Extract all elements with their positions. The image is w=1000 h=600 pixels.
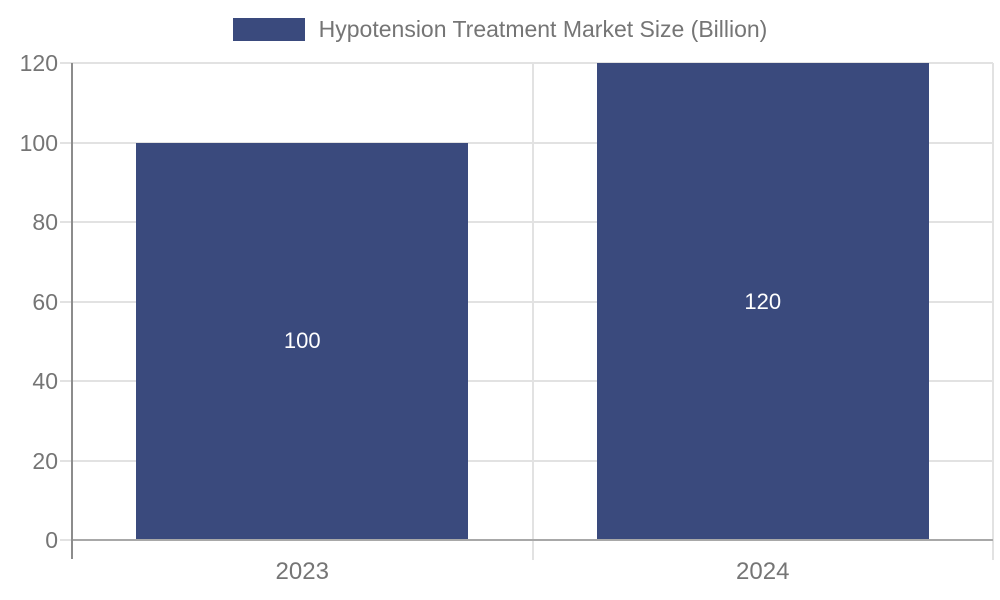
h-gridline [60,62,993,64]
x-tick-label: 2024 [736,558,790,585]
y-tick-label: 40 [32,368,58,394]
h-gridline [60,141,993,144]
h-gridline [60,300,993,303]
y-tick-label: 60 [32,288,58,315]
legend-label: Hypotension Treatment Market Size (Billi… [318,16,768,42]
y-axis-line [71,63,73,559]
x-axis-tick [992,540,994,560]
y-tick-label: 120 [19,50,58,76]
v-gridline [531,63,534,540]
x-tick-label: 2023 [275,558,329,585]
h-gridline [60,221,993,223]
y-tick-label: 80 [32,209,58,235]
y-tick-label: 100 [19,129,58,156]
bar-value-label: 120 [744,288,782,314]
legend-item[interactable]: Hypotension Treatment Market Size (Billi… [232,16,768,44]
v-gridline [992,63,994,540]
y-tick-label: 20 [32,447,58,474]
h-gridline [60,459,993,462]
bar-2023[interactable]: 100 [136,142,469,540]
bar-value-label: 100 [283,328,321,354]
h-gridline [60,380,993,382]
legend-swatch [232,18,305,42]
x-axis-tick [531,540,534,560]
bar-2024[interactable]: 120 [596,63,929,540]
legend: Hypotension Treatment Market Size (Billi… [0,16,1000,44]
y-tick-label: 0 [45,527,58,553]
x-axis-line [72,539,993,541]
